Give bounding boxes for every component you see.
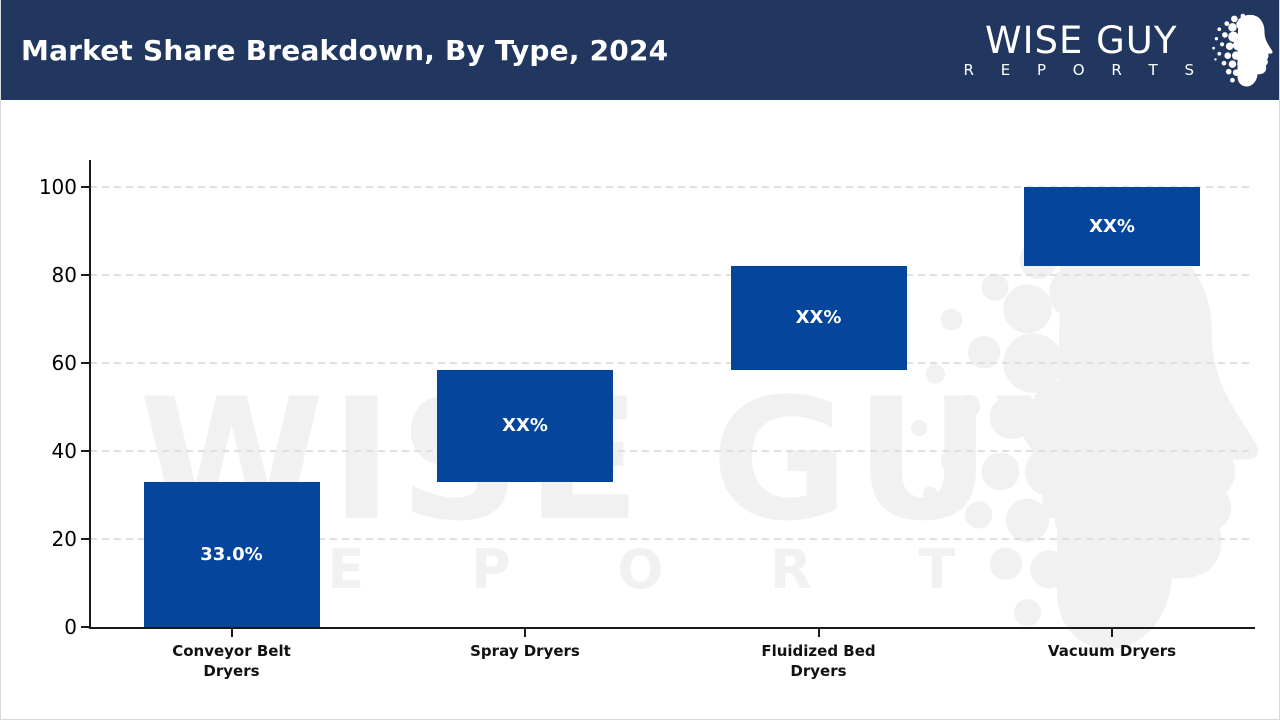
watermark-subtitle-text: R E P O R T S <box>179 538 1146 601</box>
x-axis-category-label: Vacuum Dryers <box>1047 642 1177 660</box>
header-bar: Market Share Breakdown, By Type, 2024 WI… <box>1 0 1279 100</box>
y-tick-mark <box>81 626 90 628</box>
y-tick-label: 20 <box>51 527 77 551</box>
y-tick-mark <box>81 362 90 364</box>
bar-segment: 33.0% <box>143 481 320 627</box>
y-tick-mark <box>81 450 90 452</box>
x-axis-category-label: Fluidized Bed Dryers <box>761 642 876 680</box>
y-tick-label: 0 <box>64 615 77 639</box>
bar-value-label: XX% <box>795 307 842 329</box>
brand-logo: WISE GUY R E P O R T S <box>958 6 1273 94</box>
y-axis-spine <box>89 160 91 629</box>
gridline <box>90 450 1254 452</box>
brand-logo-text: WISE GUY R E P O R T S <box>958 22 1205 78</box>
y-tick-mark <box>81 538 90 540</box>
bar-segment: XX% <box>437 369 613 482</box>
bar-value-label: 33.0% <box>200 543 263 565</box>
bar-segment: XX% <box>1024 187 1200 267</box>
gridline <box>90 186 1254 188</box>
gridline <box>90 538 1254 540</box>
y-tick-label: 40 <box>51 439 77 463</box>
head-profile-logo-icon <box>1212 13 1273 87</box>
y-tick-mark <box>81 274 90 276</box>
bar-segment: XX% <box>730 266 907 370</box>
y-tick-label: 80 <box>51 263 77 287</box>
gridline <box>90 274 1254 276</box>
page-title: Market Share Breakdown, By Type, 2024 <box>21 33 669 67</box>
x-tick-mark <box>1111 629 1113 637</box>
y-tick-label: 60 <box>51 351 77 375</box>
x-axis-category-label: Spray Dryers <box>470 642 580 660</box>
x-tick-mark <box>230 629 233 637</box>
x-tick-mark <box>817 629 820 637</box>
x-axis-category-label: Conveyor Belt Dryers <box>172 642 291 680</box>
bar-value-label: XX% <box>1089 216 1135 238</box>
x-axis-spine <box>89 627 1255 629</box>
gridline <box>90 362 1254 364</box>
brand-name: WISE GUY <box>985 19 1178 62</box>
watermark-head-icon <box>910 230 1259 649</box>
bar-value-label: XX% <box>502 415 548 437</box>
brand-subtitle: R E P O R T S <box>963 61 1205 79</box>
y-tick-label: 100 <box>38 175 77 199</box>
y-tick-mark <box>81 186 90 188</box>
x-tick-mark <box>524 629 526 637</box>
